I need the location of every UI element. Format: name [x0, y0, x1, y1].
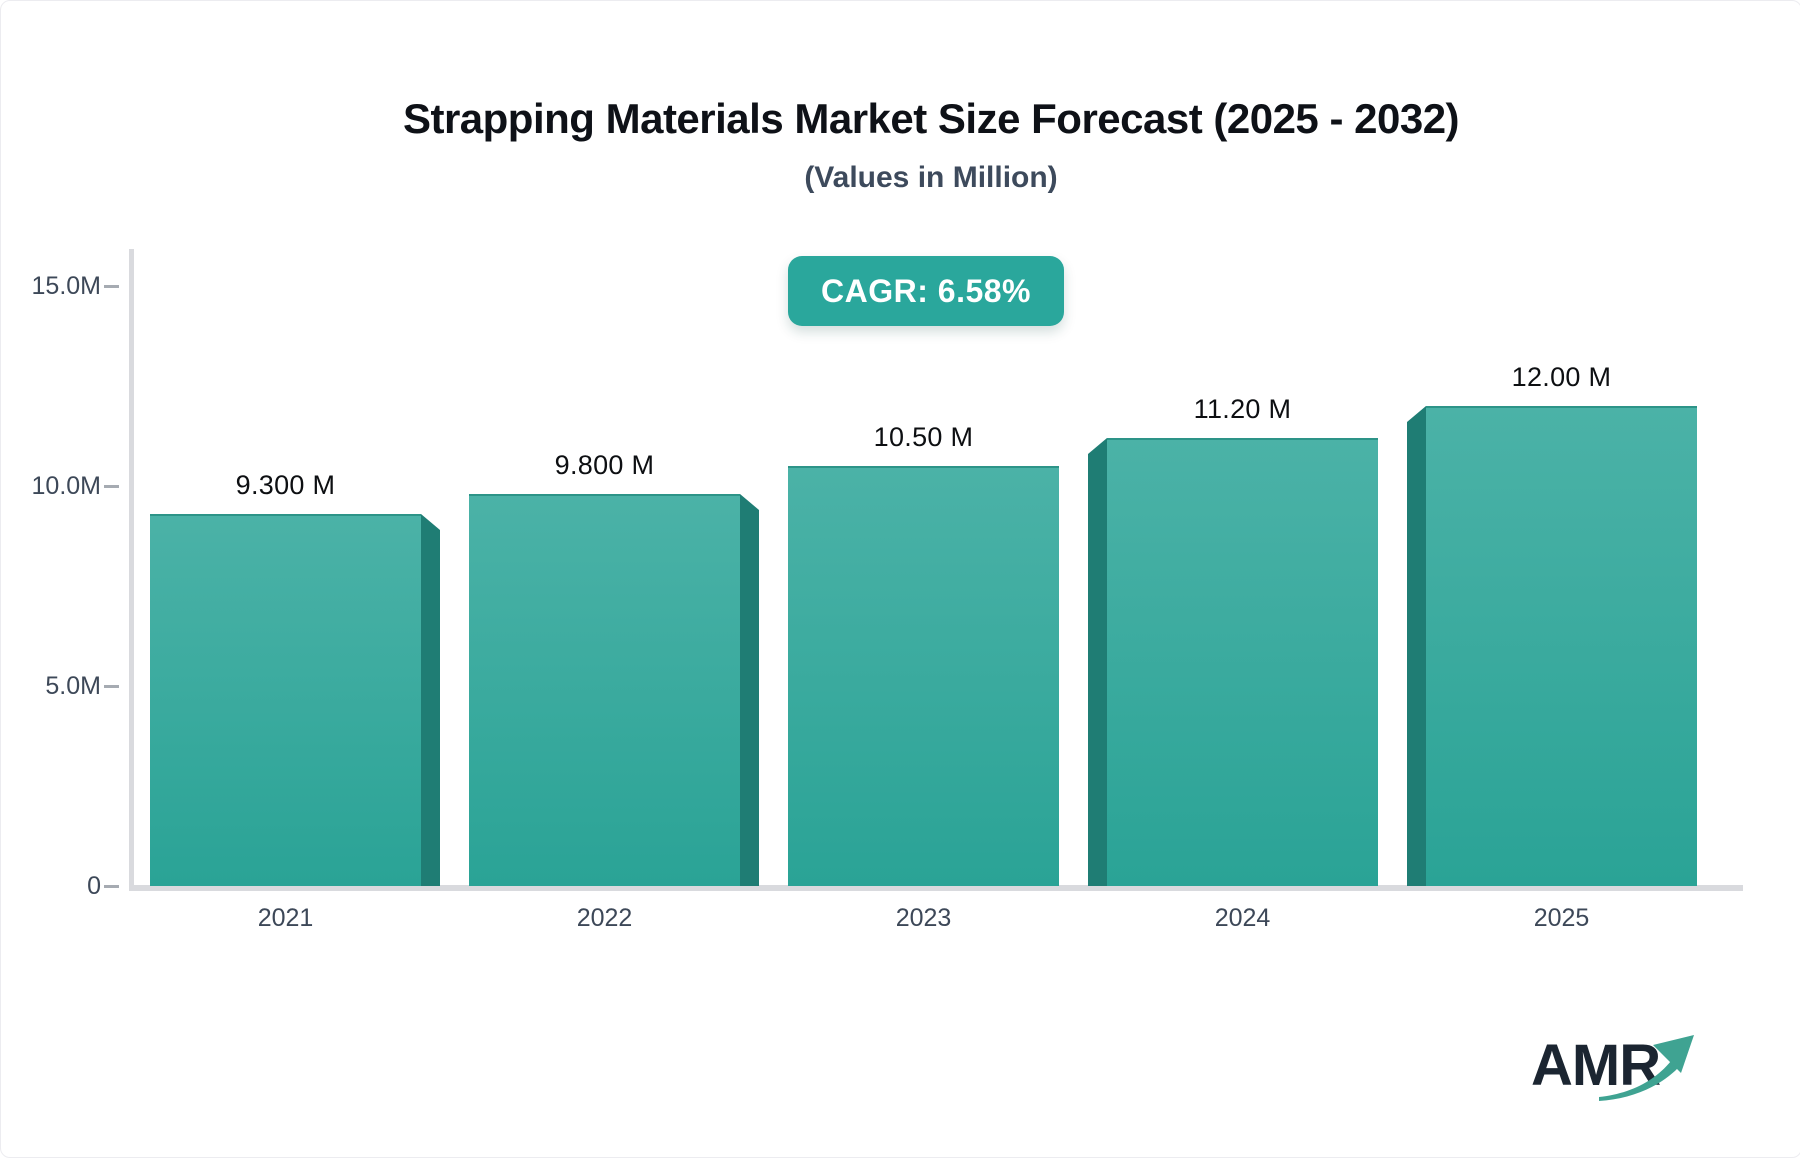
- y-axis-line: [129, 249, 134, 891]
- bar-value-label: 10.50 M: [873, 422, 974, 452]
- y-axis-label: 15.0M: [31, 272, 101, 300]
- bar-value-label: 9.800 M: [554, 450, 655, 480]
- cagr-badge-label: CAGR: 6.58%: [821, 272, 1031, 309]
- x-axis-label: 2022: [576, 904, 633, 932]
- bar-value-label: 12.00 M: [1511, 362, 1612, 392]
- bar-value-label: 11.20 M: [1193, 394, 1292, 424]
- bar: [788, 466, 1059, 886]
- bar: [1426, 406, 1697, 886]
- x-axis-label: 2021: [257, 904, 314, 932]
- y-axis-tick: [104, 285, 119, 288]
- amr-logo-text: AMR: [1531, 1033, 1661, 1098]
- bar-side-face: [1407, 406, 1426, 886]
- amr-logo: AMR: [1531, 1033, 1701, 1101]
- x-axis-label: 2023: [895, 904, 952, 932]
- x-axis-label: 2024: [1214, 904, 1271, 932]
- y-axis-tick: [104, 885, 119, 888]
- cagr-badge: CAGR: 6.58%: [788, 256, 1064, 326]
- bar: [469, 494, 740, 886]
- x-axis-line: [129, 885, 1743, 891]
- y-axis-label: 10.0M: [31, 472, 101, 500]
- bar: [1107, 438, 1378, 886]
- y-axis-label: 5.0M: [45, 672, 101, 700]
- y-axis-tick: [104, 685, 119, 688]
- x-axis-label: 2025: [1533, 904, 1590, 932]
- growth-arrow-icon: [1599, 1035, 1694, 1101]
- bar-side-face: [421, 514, 440, 886]
- chart-title: Strapping Materials Market Size Forecast…: [402, 95, 1460, 142]
- bar: [150, 514, 421, 886]
- bar-side-face: [1088, 438, 1107, 886]
- bar-side-face: [740, 494, 759, 886]
- y-axis-label: 0: [87, 872, 101, 900]
- chart-subtitle: (Values in Million): [804, 161, 1058, 194]
- y-axis-tick: [104, 485, 119, 488]
- bar-value-label: 9.300 M: [235, 470, 336, 500]
